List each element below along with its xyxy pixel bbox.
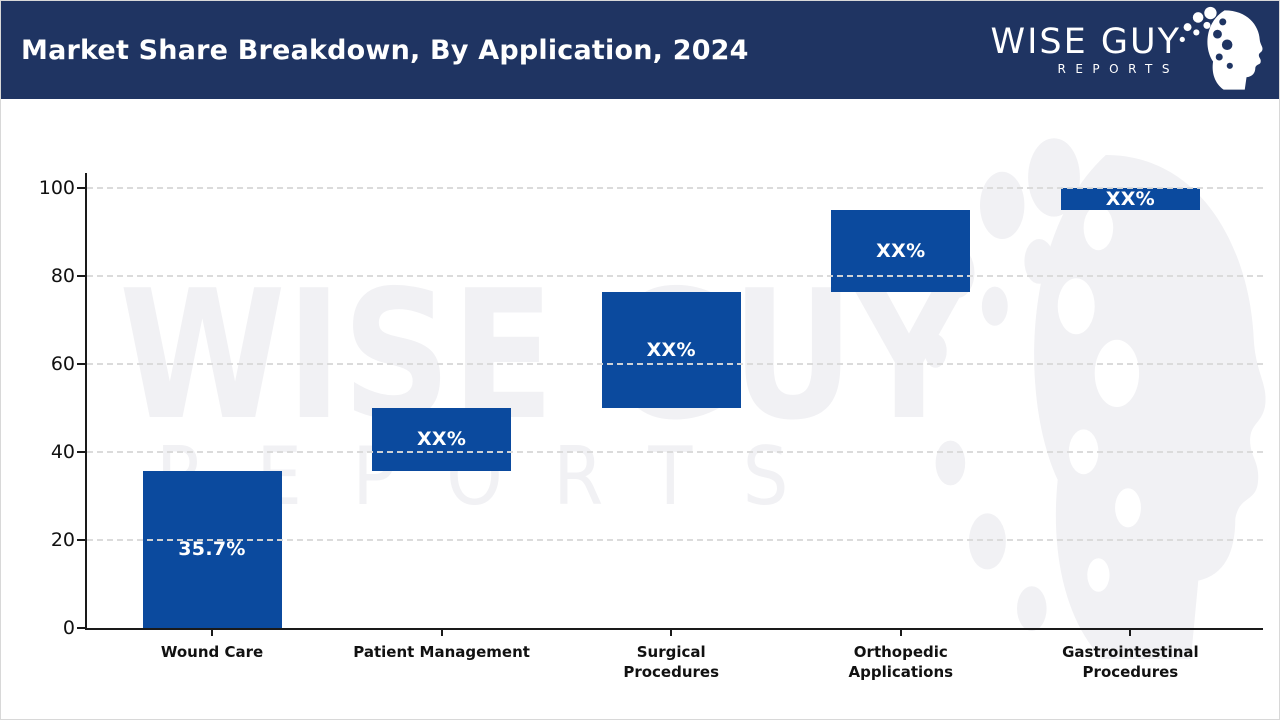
- bar-segment: XX%: [831, 210, 971, 293]
- bar-value-label: XX%: [416, 428, 467, 451]
- y-tick-mark: [77, 451, 86, 453]
- gridline-100: [87, 187, 1263, 189]
- bar-value-label: XX%: [876, 240, 926, 263]
- y-tick-mark: [77, 539, 86, 541]
- bar-value-label: 35.7%: [178, 538, 246, 561]
- x-category-label: Wound Care: [160, 643, 264, 661]
- y-tick-mark: [77, 187, 86, 189]
- x-axis-line: [85, 628, 1263, 630]
- logo-subtitle: REPORTS: [1057, 62, 1179, 76]
- logo-wordmark: WISE GUY: [990, 22, 1181, 62]
- y-axis-line: [85, 173, 87, 630]
- x-category-label: Orthopedic Applications: [848, 643, 954, 681]
- y-tick-label: 100: [38, 177, 75, 199]
- logo-face-icon: [1179, 6, 1263, 90]
- y-tick-label: 60: [50, 353, 75, 375]
- x-tick-mark: [440, 630, 443, 636]
- x-tick-mark: [1129, 630, 1132, 636]
- chart-area: WISE GUY REPORTS: [1, 99, 1279, 719]
- header: Market Share Breakdown, By Application, …: [1, 1, 1279, 99]
- y-tick-mark: [77, 627, 86, 629]
- y-tick-label: 0: [62, 617, 75, 639]
- x-category-label: Gastrointestinal Procedures: [1062, 643, 1199, 681]
- x-tick-mark: [670, 630, 673, 636]
- x-tick-mark: [211, 630, 213, 636]
- plot: 0 20 40 60 80 100 35.7% Wound Care XX% Patient Ma…: [1, 99, 1279, 719]
- y-tick-mark: [77, 363, 86, 365]
- gridline-20: [87, 539, 1263, 541]
- y-tick-label: 20: [50, 529, 75, 551]
- gridline-40: [87, 451, 1263, 453]
- gridline-60: [87, 363, 1263, 365]
- y-tick-label: 80: [50, 265, 75, 287]
- x-category-label: Surgical Procedures: [623, 643, 720, 681]
- y-tick-mark: [77, 275, 86, 277]
- page-title: Market Share Breakdown, By Application, …: [21, 34, 749, 66]
- x-tick-mark: [899, 630, 902, 636]
- logo-text: WISE GUY REPORTS: [990, 24, 1181, 76]
- bar-segment: XX%: [601, 292, 741, 408]
- bar-value-label: XX%: [1105, 188, 1156, 210]
- wiseguy-logo: WISE GUY REPORTS: [990, 6, 1267, 94]
- x-category-label: Patient Management: [353, 643, 530, 661]
- y-tick-label: 40: [50, 441, 75, 463]
- bar-segment: XX%: [372, 408, 512, 471]
- bar-segment: XX%: [1060, 188, 1200, 210]
- gridline-80: [87, 275, 1263, 277]
- bar-value-label: XX%: [646, 339, 696, 362]
- bar-segment: 35.7%: [142, 470, 282, 628]
